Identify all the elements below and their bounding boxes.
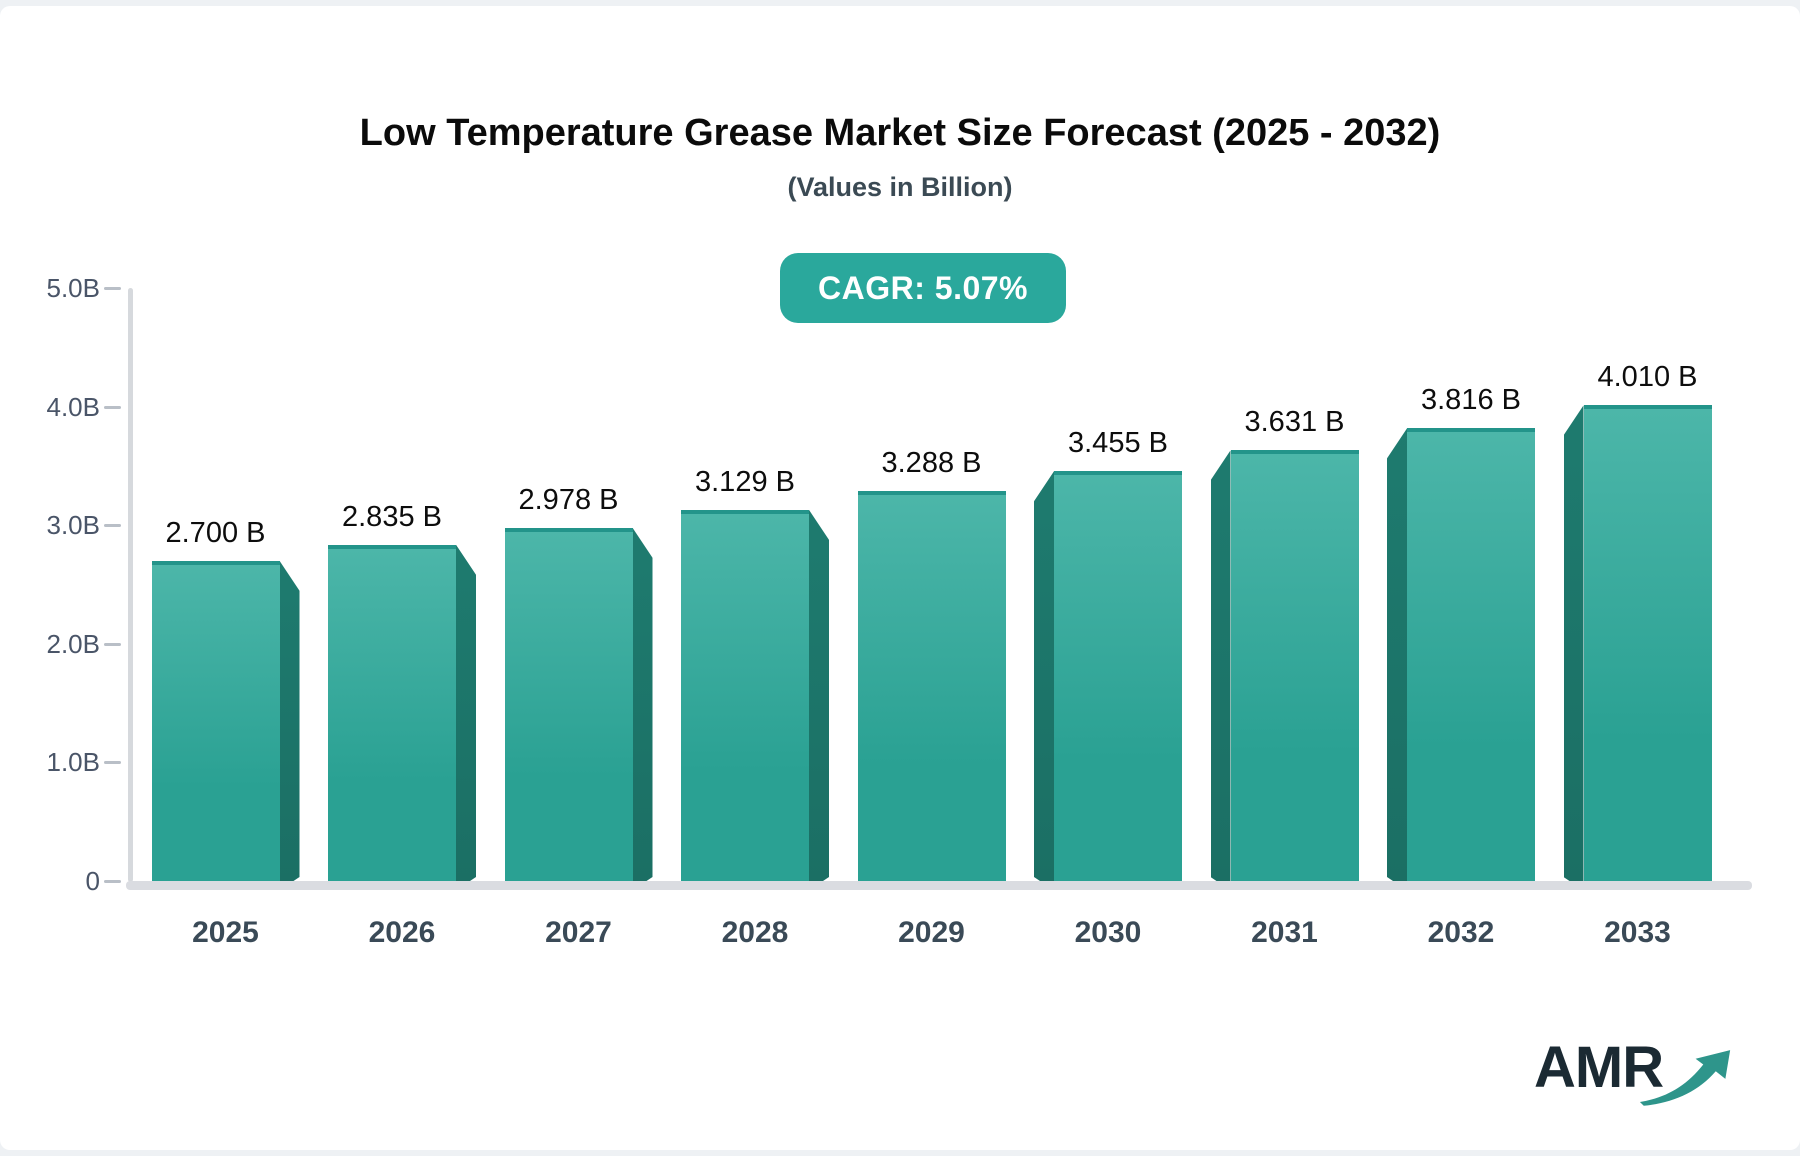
bar-2029 [857, 491, 1006, 881]
y-axis-tick-label: 4.0B [46, 391, 101, 422]
bar-front-face [681, 509, 809, 881]
bar-value-label: 3.455 B [1068, 427, 1168, 460]
x-axis-label: 2027 [545, 916, 612, 949]
bar-value-label: 2.835 B [342, 500, 442, 533]
y-axis-tick-mark [104, 761, 121, 765]
x-axis-label: 2029 [898, 916, 965, 949]
y-axis-tick-mark [104, 524, 121, 528]
y-axis-tick-mark [104, 642, 121, 646]
bar-front-face [857, 491, 1006, 881]
bar-value-label: 2.700 B [165, 516, 266, 549]
x-axis-label: 2031 [1251, 916, 1318, 949]
bar-2026 [328, 544, 476, 881]
cagr-badge: CAGR: 5.07% [780, 253, 1066, 323]
bar-front-face [1583, 405, 1712, 881]
bar-front-face [1230, 450, 1359, 881]
bar-side-face [280, 561, 300, 881]
bar-side-face [1211, 450, 1231, 881]
bar-2032 [1387, 428, 1535, 881]
bar-value-label: 3.631 B [1244, 406, 1345, 439]
x-axis-label: 2026 [368, 916, 436, 949]
chart-title: Low Temperature Grease Market Size Forec… [359, 112, 1441, 154]
x-axis-label: 2033 [1604, 916, 1671, 949]
bar-side-face [633, 528, 653, 881]
y-axis-tick-mark [104, 287, 121, 290]
bar-front-face [151, 560, 280, 881]
y-axis-tick-label: 5.0B [46, 273, 101, 303]
bar-side-face [1387, 428, 1407, 881]
y-axis-tick-label: 0 [85, 866, 100, 896]
bar-value-label: 3.129 B [695, 465, 795, 498]
bar-front-face [1407, 428, 1535, 881]
y-axis-tick-label: 3.0B [46, 510, 101, 541]
x-axis-label: 2030 [1074, 916, 1142, 949]
bar-side-face [809, 510, 829, 881]
bar-value-label: 2.978 B [518, 483, 619, 516]
amr-logo-text: AMR [1534, 1035, 1664, 1100]
bar-side-face [1034, 471, 1054, 881]
bar-2028 [681, 509, 829, 881]
y-axis-tick-mark [104, 405, 121, 409]
y-axis-tick-label: 2.0B [46, 628, 101, 659]
bar-side-face [1564, 405, 1584, 881]
bar-value-label: 4.010 B [1597, 361, 1698, 394]
x-axis-label: 2032 [1427, 916, 1495, 949]
bar-front-face [504, 527, 633, 881]
x-axis-label: 2028 [721, 916, 789, 949]
bar-2027 [504, 527, 653, 881]
y-axis-line [128, 288, 133, 882]
bar-2025 [151, 560, 300, 881]
bar-front-face [1054, 471, 1182, 881]
growth-arrow-icon [1639, 1050, 1731, 1106]
amr-logo: AMR [1534, 1026, 1784, 1131]
y-axis-tick-label: 1.0B [46, 747, 101, 778]
bar-value-label: 3.288 B [881, 447, 982, 480]
bar-value-label: 3.816 B [1421, 384, 1521, 417]
bar-side-face [456, 545, 476, 881]
bar-2031 [1211, 450, 1359, 881]
x-axis-label: 2025 [192, 916, 259, 949]
chart-subtitle: (Values in Billion) [787, 172, 1013, 202]
bar-2030 [1034, 471, 1182, 881]
y-axis-tick-mark [104, 880, 121, 883]
x-axis-baseline [126, 881, 1752, 890]
bar-front-face [328, 544, 456, 881]
bar-2033 [1564, 405, 1712, 881]
